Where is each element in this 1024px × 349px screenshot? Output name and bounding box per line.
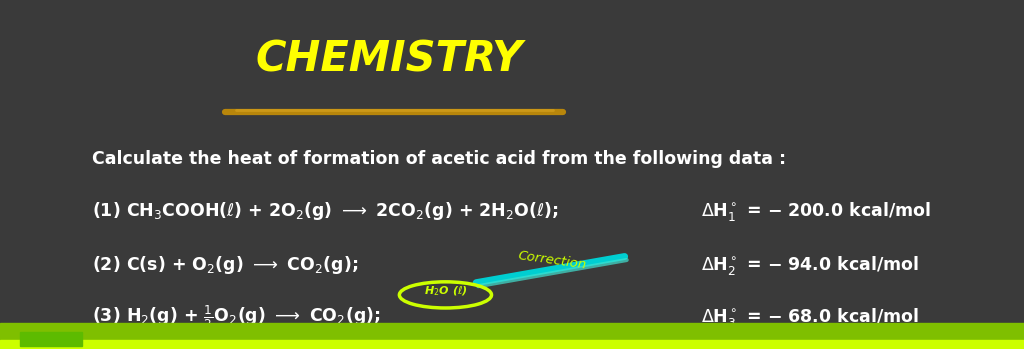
Bar	[0, 340, 1024, 349]
Text: (1) CH$_3$COOH($\ell$) + 2O$_2$(g) $\longrightarrow$ 2CO$_2$(g) + 2H$_2$O($\ell$: (1) CH$_3$COOH($\ell$) + 2O$_2$(g) $\lon…	[92, 200, 559, 222]
Text: (3) H$_2$(g) + $\frac{1}{2}$O$_2$(g) $\longrightarrow$ CO$_2$(g);: (3) H$_2$(g) + $\frac{1}{2}$O$_2$(g) $\l…	[92, 304, 381, 332]
Text: $\Delta$H$_1^\circ$ = − 200.0 kcal/mol: $\Delta$H$_1^\circ$ = − 200.0 kcal/mol	[701, 200, 932, 223]
Text: (2) C(s) + O$_2$(g) $\longrightarrow$ CO$_2$(g);: (2) C(s) + O$_2$(g) $\longrightarrow$ CO…	[92, 254, 358, 276]
Text: CHEMISTRY: CHEMISTRY	[256, 38, 522, 80]
Text: Calculate the heat of formation of acetic acid from the following data :: Calculate the heat of formation of aceti…	[92, 150, 786, 168]
Bar	[20, 332, 82, 346]
Text: $\Delta$H$_2^\circ$ = − 94.0 kcal/mol: $\Delta$H$_2^\circ$ = − 94.0 kcal/mol	[701, 254, 920, 277]
Text: $\Delta$H$_3^\circ$ = − 68.0 kcal/mol: $\Delta$H$_3^\circ$ = − 68.0 kcal/mol	[701, 306, 920, 329]
Text: H$_2$O ($\ell$): H$_2$O ($\ell$)	[424, 285, 467, 298]
Bar	[0, 323, 1024, 349]
Text: Correction: Correction	[517, 249, 588, 271]
